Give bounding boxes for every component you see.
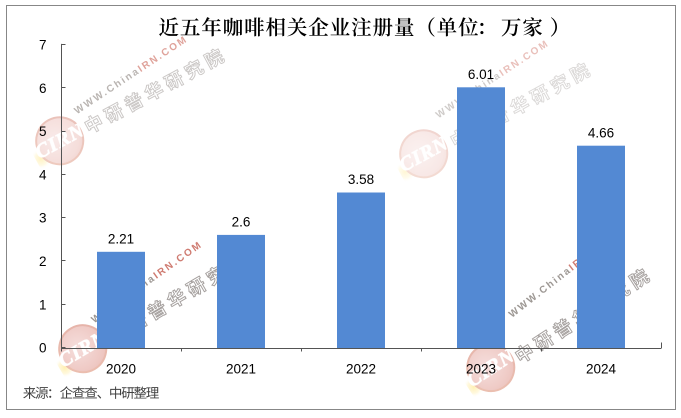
svg-text:6: 6	[39, 81, 47, 96]
svg-text:3.58: 3.58	[348, 172, 374, 187]
svg-text:6.01: 6.01	[468, 67, 494, 82]
svg-text:5: 5	[39, 124, 47, 139]
svg-text:2: 2	[39, 254, 47, 269]
svg-text:4: 4	[39, 167, 47, 182]
svg-text:2021: 2021	[226, 362, 256, 377]
svg-text:4.66: 4.66	[588, 125, 614, 140]
svg-text:1: 1	[39, 297, 47, 312]
svg-text:2022: 2022	[346, 362, 376, 377]
svg-text:2023: 2023	[466, 362, 496, 377]
svg-text:0: 0	[39, 341, 47, 356]
svg-text:2.21: 2.21	[108, 232, 134, 247]
svg-text:3: 3	[39, 211, 47, 226]
svg-text:2020: 2020	[106, 362, 136, 377]
svg-text:7: 7	[39, 38, 47, 53]
svg-text:2.6: 2.6	[232, 215, 251, 230]
svg-text:2024: 2024	[586, 362, 617, 377]
